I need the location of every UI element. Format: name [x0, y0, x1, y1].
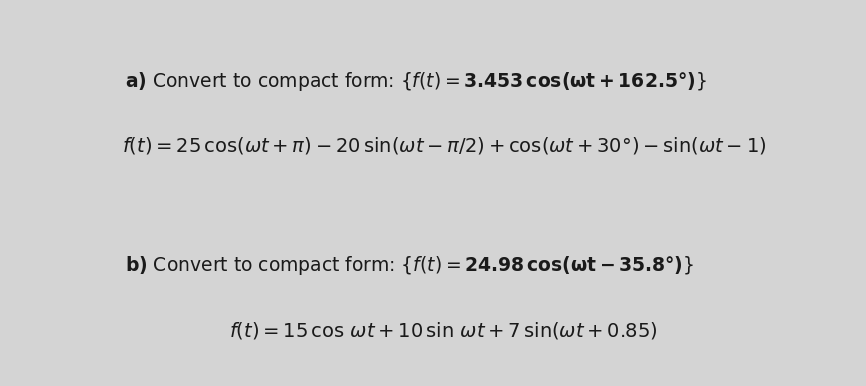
Text: $\bf{b)}$ Convert to compact form: $\{f(t) = \mathbf{24.98\,cos(\omega t - 35.8°: $\bf{b)}$ Convert to compact form: $\{f(… [125, 254, 695, 278]
Text: $f(t) = 15\,\cos\,\omega t + 10\,\sin\,\omega t + 7\,\sin(\omega t + 0.85)$: $f(t) = 15\,\cos\,\omega t + 10\,\sin\,\… [229, 320, 658, 341]
Text: $f(t) = 25\,\cos(\omega t + \pi) - 20\,\sin(\omega t - \pi/2) + \cos(\omega t + : $f(t) = 25\,\cos(\omega t + \pi) - 20\,\… [121, 135, 766, 156]
Text: $\bf{a)}$ Convert to compact form: $\{f(t) = \mathbf{3.453\,cos(\omega t + 162.5: $\bf{a)}$ Convert to compact form: $\{f(… [125, 70, 707, 93]
